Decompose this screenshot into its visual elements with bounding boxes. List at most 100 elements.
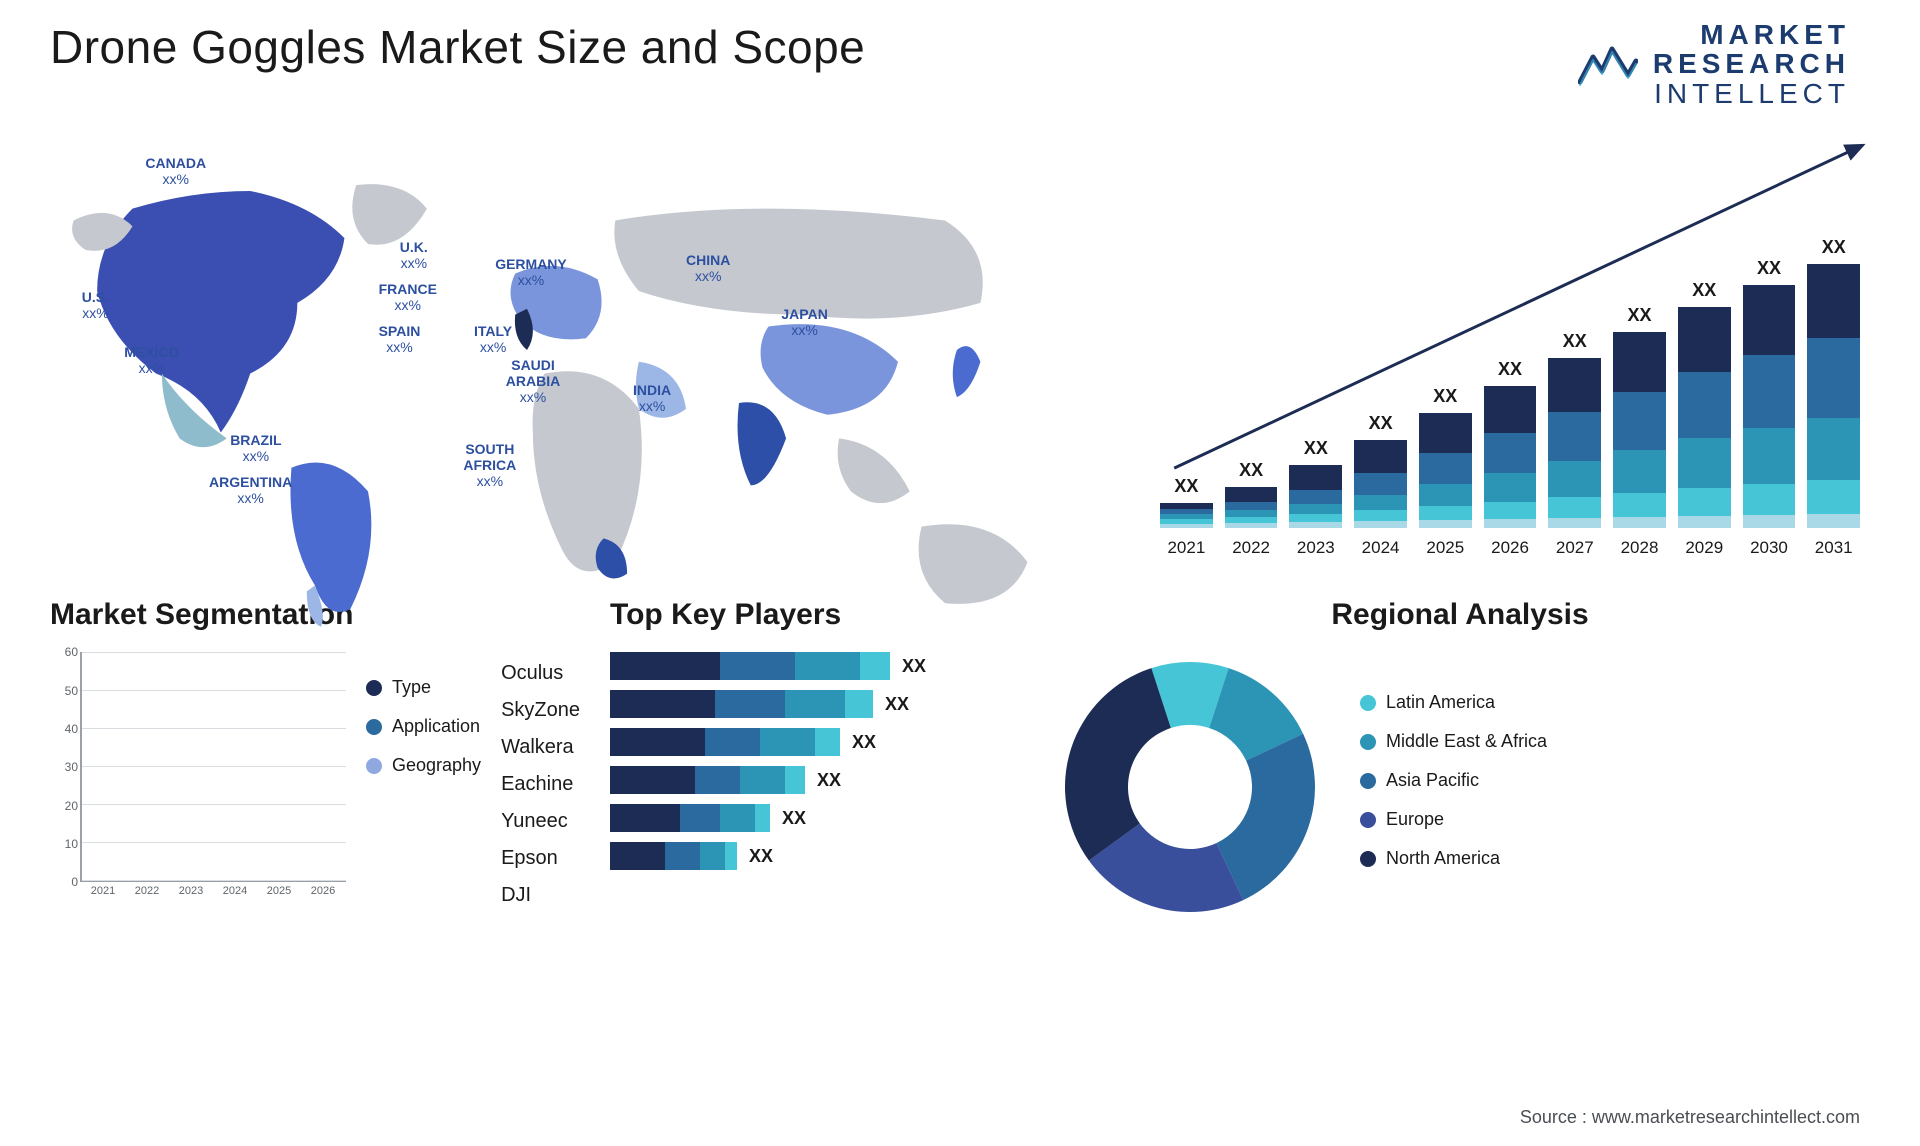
growth-bar-value: XX xyxy=(1563,331,1587,352)
region-australia xyxy=(919,524,1028,604)
country-label: ARGENTINAxx% xyxy=(209,474,292,506)
segmentation-legend: Type Application Geography xyxy=(366,647,481,921)
region-russia xyxy=(614,209,982,319)
country-label: BRAZILxx% xyxy=(230,432,281,464)
growth-bar-value: XX xyxy=(1628,305,1652,326)
region-north-america xyxy=(97,191,344,432)
growth-x-label: 2023 xyxy=(1289,538,1342,558)
top-players-panel: Top Key Players XXXXXXXXXXXX xyxy=(610,598,1020,918)
player-bar-value: XX xyxy=(902,656,926,677)
legend-item: Type xyxy=(366,677,481,698)
legend-item: Application xyxy=(366,716,481,737)
region-japan xyxy=(953,346,981,397)
player-bar-value: XX xyxy=(885,694,909,715)
country-label: GERMANYxx% xyxy=(495,256,567,288)
player-name: DJI xyxy=(501,884,580,907)
brand-logo: MARKET RESEARCH INTELLECT xyxy=(1578,20,1870,108)
growth-bar-value: XX xyxy=(1822,237,1846,258)
growth-x-label: 2029 xyxy=(1678,538,1731,558)
player-bar-row: XX xyxy=(610,842,1020,870)
logo-line1: MARKET xyxy=(1653,20,1850,49)
growth-x-label: 2022 xyxy=(1225,538,1278,558)
player-name: Eachine xyxy=(501,773,580,796)
player-bar-row: XX xyxy=(610,766,1020,794)
top-players-chart: XX XX XX XX XX XX xyxy=(610,647,1020,907)
segmentation-chart: 0102030405060 202120222023202420252026 xyxy=(50,647,346,907)
legend-item: Geography xyxy=(366,755,481,776)
country-label: FRANCExx% xyxy=(379,281,437,313)
growth-bar-value: XX xyxy=(1369,413,1393,434)
growth-bar-value: XX xyxy=(1692,280,1716,301)
growth-bar: XX xyxy=(1354,413,1407,528)
growth-bar: XX xyxy=(1613,305,1666,528)
regional-title: Regional Analysis xyxy=(1050,598,1870,632)
player-name: Oculus xyxy=(501,662,580,685)
legend-item: Europe xyxy=(1360,809,1870,830)
growth-bar-value: XX xyxy=(1433,386,1457,407)
country-label: CHINAxx% xyxy=(686,252,730,284)
growth-x-label: 2027 xyxy=(1548,538,1601,558)
player-name: Walkera xyxy=(501,736,580,759)
region-south-america xyxy=(290,463,371,613)
logo-line2: RESEARCH xyxy=(1653,49,1850,78)
world-map-svg xyxy=(50,138,1110,633)
growth-bar: XX xyxy=(1419,386,1472,528)
growth-bar-value: XX xyxy=(1174,476,1198,497)
segmentation-panel: Market Segmentation 0102030405060 202120… xyxy=(50,598,580,918)
growth-bar-value: XX xyxy=(1239,460,1263,481)
growth-bar: XX xyxy=(1225,460,1278,528)
country-label: SPAINxx% xyxy=(379,323,421,355)
player-bar-value: XX xyxy=(749,846,773,867)
country-label: CANADAxx% xyxy=(145,155,206,187)
logo-mark-icon xyxy=(1578,37,1638,92)
player-name: Yuneec xyxy=(501,810,580,833)
player-bar-row: XX xyxy=(610,728,1020,756)
legend-item: Asia Pacific xyxy=(1360,770,1870,791)
growth-bar: XX xyxy=(1678,280,1731,528)
donut-slice xyxy=(1065,668,1171,860)
growth-x-label: 2026 xyxy=(1484,538,1537,558)
growth-x-label: 2028 xyxy=(1613,538,1666,558)
growth-x-label: 2021 xyxy=(1160,538,1213,558)
logo-line3: INTELLECT xyxy=(1653,79,1850,108)
country-label: JAPANxx% xyxy=(781,306,827,338)
player-bar-row: XX xyxy=(610,690,1020,718)
player-name: SkyZone xyxy=(501,699,580,722)
player-bar-value: XX xyxy=(782,808,806,829)
regional-donut xyxy=(1050,647,1330,927)
growth-bar-value: XX xyxy=(1304,438,1328,459)
country-label: INDIAxx% xyxy=(633,382,671,414)
region-india xyxy=(738,402,787,485)
regional-legend: Latin America Middle East & Africa Asia Pa… xyxy=(1360,687,1870,887)
country-label: U.K.xx% xyxy=(400,239,428,271)
player-name: Epson xyxy=(501,847,580,870)
legend-item: Latin America xyxy=(1360,692,1870,713)
country-label: SOUTHAFRICAxx% xyxy=(463,441,516,489)
source-label: Source : www.marketresearchintellect.com xyxy=(1520,1107,1860,1128)
player-bar-row: XX xyxy=(610,652,1020,680)
legend-item: North America xyxy=(1360,848,1870,869)
growth-bar: XX xyxy=(1484,359,1537,528)
world-map-panel: CANADAxx% U.S.xx% MEXICOxx% BRAZILxx% ARGENT… xyxy=(50,138,1110,558)
player-bar-row: XX xyxy=(610,804,1020,832)
country-label: MEXICOxx% xyxy=(124,344,179,376)
growth-x-label: 2031 xyxy=(1807,538,1860,558)
regional-panel: Regional Analysis Latin America Middle Ea… xyxy=(1050,598,1870,918)
growth-x-label: 2025 xyxy=(1419,538,1472,558)
player-bar-value: XX xyxy=(817,770,841,791)
growth-bar: XX xyxy=(1160,476,1213,528)
growth-bar: XX xyxy=(1807,237,1860,528)
page-title: Drone Goggles Market Size and Scope xyxy=(50,20,865,74)
growth-bar: XX xyxy=(1289,438,1342,528)
growth-bar-value: XX xyxy=(1498,359,1522,380)
growth-bar: XX xyxy=(1743,258,1796,528)
legend-item: Middle East & Africa xyxy=(1360,731,1870,752)
country-label: ITALYxx% xyxy=(474,323,512,355)
growth-x-label: 2030 xyxy=(1743,538,1796,558)
growth-x-label: 2024 xyxy=(1354,538,1407,558)
country-label: SAUDIARABIAxx% xyxy=(506,357,560,405)
growth-bar-value: XX xyxy=(1757,258,1781,279)
players-list: Oculus SkyZone Walkera Eachine Yuneec Epson DJ… xyxy=(501,647,580,921)
country-label: U.S.xx% xyxy=(82,289,109,321)
growth-bar-chart: XX XX XX XX XX XX XX XX XX XX XX 2021 2022 2023 2024 2… xyxy=(1150,138,1870,558)
